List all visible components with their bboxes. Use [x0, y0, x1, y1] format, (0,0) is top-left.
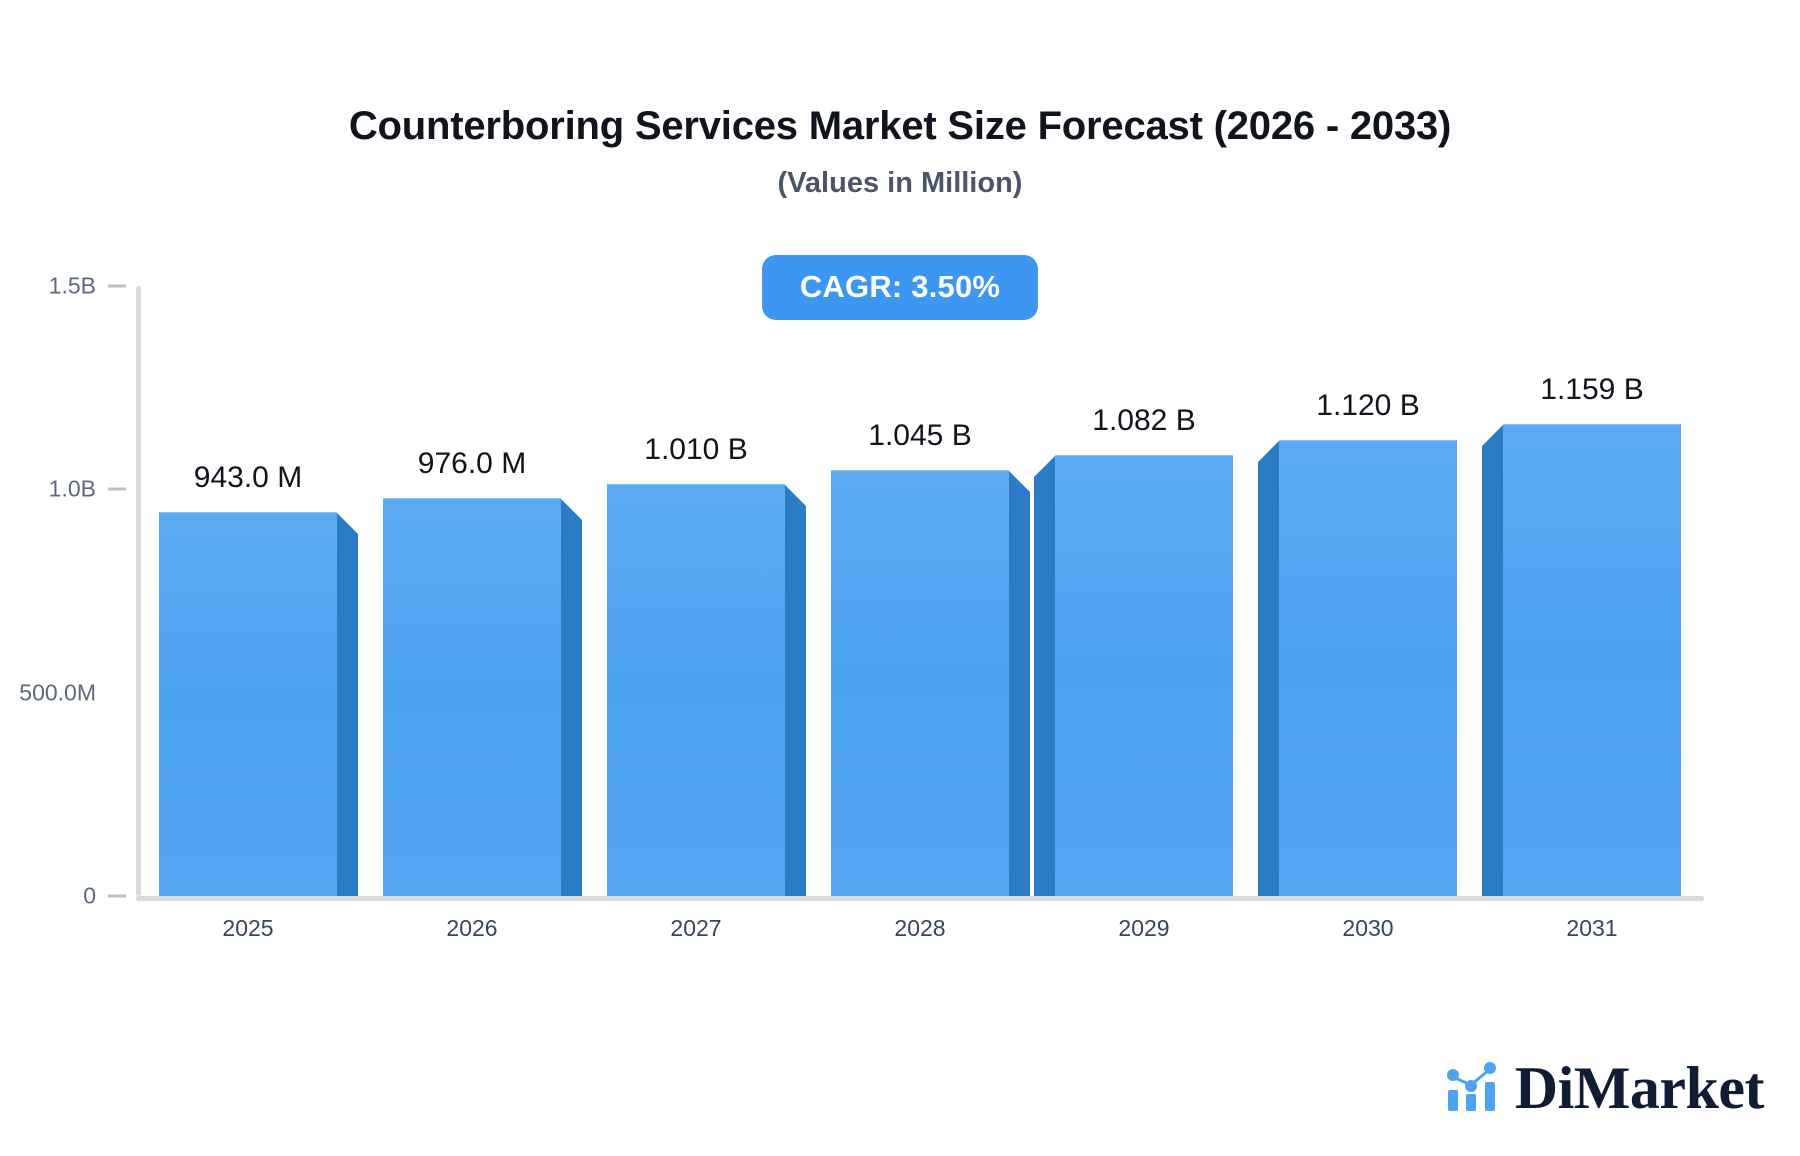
bar-front-face — [1503, 423, 1681, 896]
bar-top-bevel — [785, 485, 806, 507]
bar-value-label: 943.0 M — [193, 460, 303, 494]
bar-value-label: 1.159 B — [1540, 372, 1644, 406]
chart-title: Counterboring Services Market Size Forec… — [348, 104, 1452, 148]
x-axis-labels: 2025 2026 2027 2028 2029 2030 2031 — [136, 915, 1704, 955]
y-axis-tick-label: 0 — [83, 882, 96, 909]
bar[interactable]: 943.0 M — [159, 461, 358, 896]
x-axis-tick-label: 2027 — [670, 915, 722, 941]
bar-top-bevel — [1482, 424, 1503, 446]
bar-front-face — [1055, 455, 1233, 896]
y-axis-tickmark — [108, 487, 126, 491]
bar-front-face — [1279, 439, 1457, 896]
bar-series: 943.0 M 976.0 M 1.010 B 1.045 B 1.082 B 1.120… — [136, 286, 1704, 896]
y-axis-line — [136, 286, 141, 896]
bar-chart-icon — [1445, 1060, 1499, 1117]
bar-side-face — [1258, 461, 1279, 896]
y-axis-tickmark — [108, 284, 126, 288]
bar[interactable]: 1.045 B — [831, 419, 1030, 896]
x-axis-tick-label: 2030 — [1342, 915, 1394, 941]
x-axis-line — [136, 896, 1704, 901]
bar[interactable]: 1.010 B — [607, 433, 806, 896]
chart-subtitle: (Values in Million) — [777, 167, 1023, 199]
bar-side-face — [1482, 445, 1503, 896]
bar[interactable]: 1.120 B — [1258, 389, 1457, 896]
y-axis-tick-label: 1.0B — [48, 475, 96, 502]
bar-front-face — [831, 470, 1009, 896]
bar-side-face — [1034, 477, 1055, 896]
bar[interactable]: 1.082 B — [1034, 404, 1233, 896]
bar-value-label: 976.0 M — [417, 447, 527, 481]
chart-header: Counterboring Services Market Size Forec… — [0, 104, 1800, 200]
bar-front-face — [159, 511, 337, 896]
bar-front-face — [607, 484, 785, 896]
bar-value-label: 1.082 B — [1092, 404, 1196, 437]
bar-value-label: 1.010 B — [644, 433, 748, 467]
bar-top-bevel — [337, 512, 358, 534]
bar-top-bevel — [1009, 471, 1030, 493]
y-axis-labels: 0 500.0M 1.0B 1.5B — [0, 273, 96, 909]
x-axis-tick-label: 2028 — [894, 915, 946, 941]
y-axis-tickmark — [108, 894, 126, 898]
bar-side-face — [337, 533, 358, 896]
x-axis-tick-label: 2029 — [1118, 915, 1170, 941]
x-axis-tick-label: 2026 — [446, 915, 498, 941]
dimarket-logo: DiMarket — [1445, 1055, 1765, 1121]
y-axis-tick-label: 500.0M — [19, 679, 96, 706]
y-axis-tick-label: 1.5B — [48, 272, 96, 299]
bar-side-face — [785, 506, 806, 896]
bar-front-face — [383, 498, 561, 896]
x-axis-tick-label: 2031 — [1566, 915, 1618, 941]
cagr-badge-container: CAGR: 3.50% — [0, 255, 1800, 320]
bar-top-bevel — [561, 499, 582, 521]
bar-side-face — [1009, 492, 1030, 896]
bar-value-label: 1.045 B — [868, 419, 972, 453]
bar-value-label: 1.120 B — [1316, 388, 1420, 422]
bar-top-bevel — [1034, 456, 1055, 477]
bar-side-face — [561, 520, 582, 896]
cagr-badge: CAGR: 3.50% — [761, 255, 1039, 320]
bar-top-bevel — [1258, 440, 1279, 462]
bar[interactable]: 976.0 M — [383, 447, 582, 896]
bar[interactable]: 1.159 B — [1482, 373, 1681, 896]
plot-area — [136, 286, 1704, 901]
x-axis-tick-label: 2025 — [222, 915, 274, 941]
logo-wordmark: DiMarket — [1514, 1055, 1765, 1121]
